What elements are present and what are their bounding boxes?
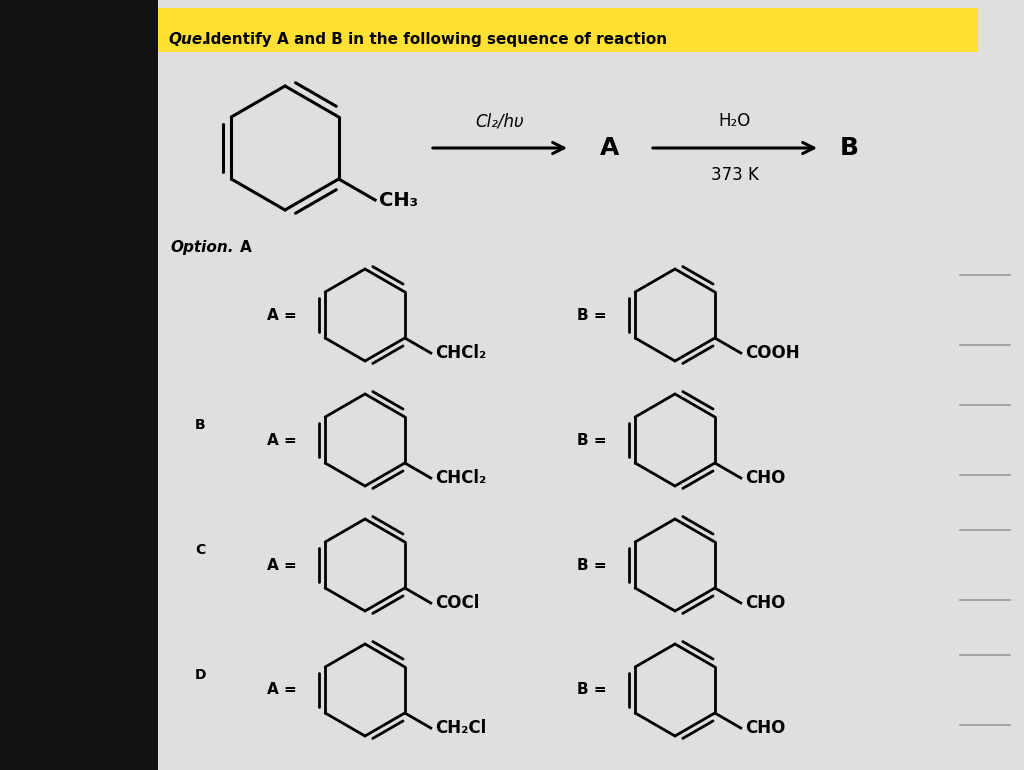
Text: H₂O: H₂O <box>719 112 752 130</box>
Text: B =: B = <box>577 433 606 447</box>
Text: A =: A = <box>267 307 297 323</box>
Text: COOH: COOH <box>744 344 800 362</box>
Text: B =: B = <box>577 307 606 323</box>
Text: A =: A = <box>267 557 297 573</box>
Text: COCl: COCl <box>435 594 479 612</box>
Text: CH₂Cl: CH₂Cl <box>435 719 486 737</box>
Text: A =: A = <box>267 433 297 447</box>
Text: CH₃: CH₃ <box>379 190 418 209</box>
Text: Que.: Que. <box>168 32 208 47</box>
Text: B =: B = <box>577 682 606 698</box>
Text: B =: B = <box>577 557 606 573</box>
Text: CHCl₂: CHCl₂ <box>435 344 486 362</box>
Text: D: D <box>195 668 207 682</box>
Text: Cl₂/hυ: Cl₂/hυ <box>476 112 524 130</box>
FancyBboxPatch shape <box>158 0 1024 770</box>
Text: A =: A = <box>267 682 297 698</box>
Text: B: B <box>840 136 859 160</box>
Text: CHO: CHO <box>744 719 785 737</box>
Text: C: C <box>195 543 205 557</box>
Text: 373 K: 373 K <box>711 166 759 184</box>
Text: B: B <box>195 418 206 432</box>
Text: CHO: CHO <box>744 594 785 612</box>
Text: A: A <box>240 240 252 255</box>
Text: CHCl₂: CHCl₂ <box>435 469 486 487</box>
FancyBboxPatch shape <box>158 8 978 52</box>
Text: CHO: CHO <box>744 469 785 487</box>
Text: Identify A and B in the following sequence of reaction: Identify A and B in the following sequen… <box>205 32 667 47</box>
Text: A: A <box>600 136 620 160</box>
Text: Option.: Option. <box>170 240 233 255</box>
